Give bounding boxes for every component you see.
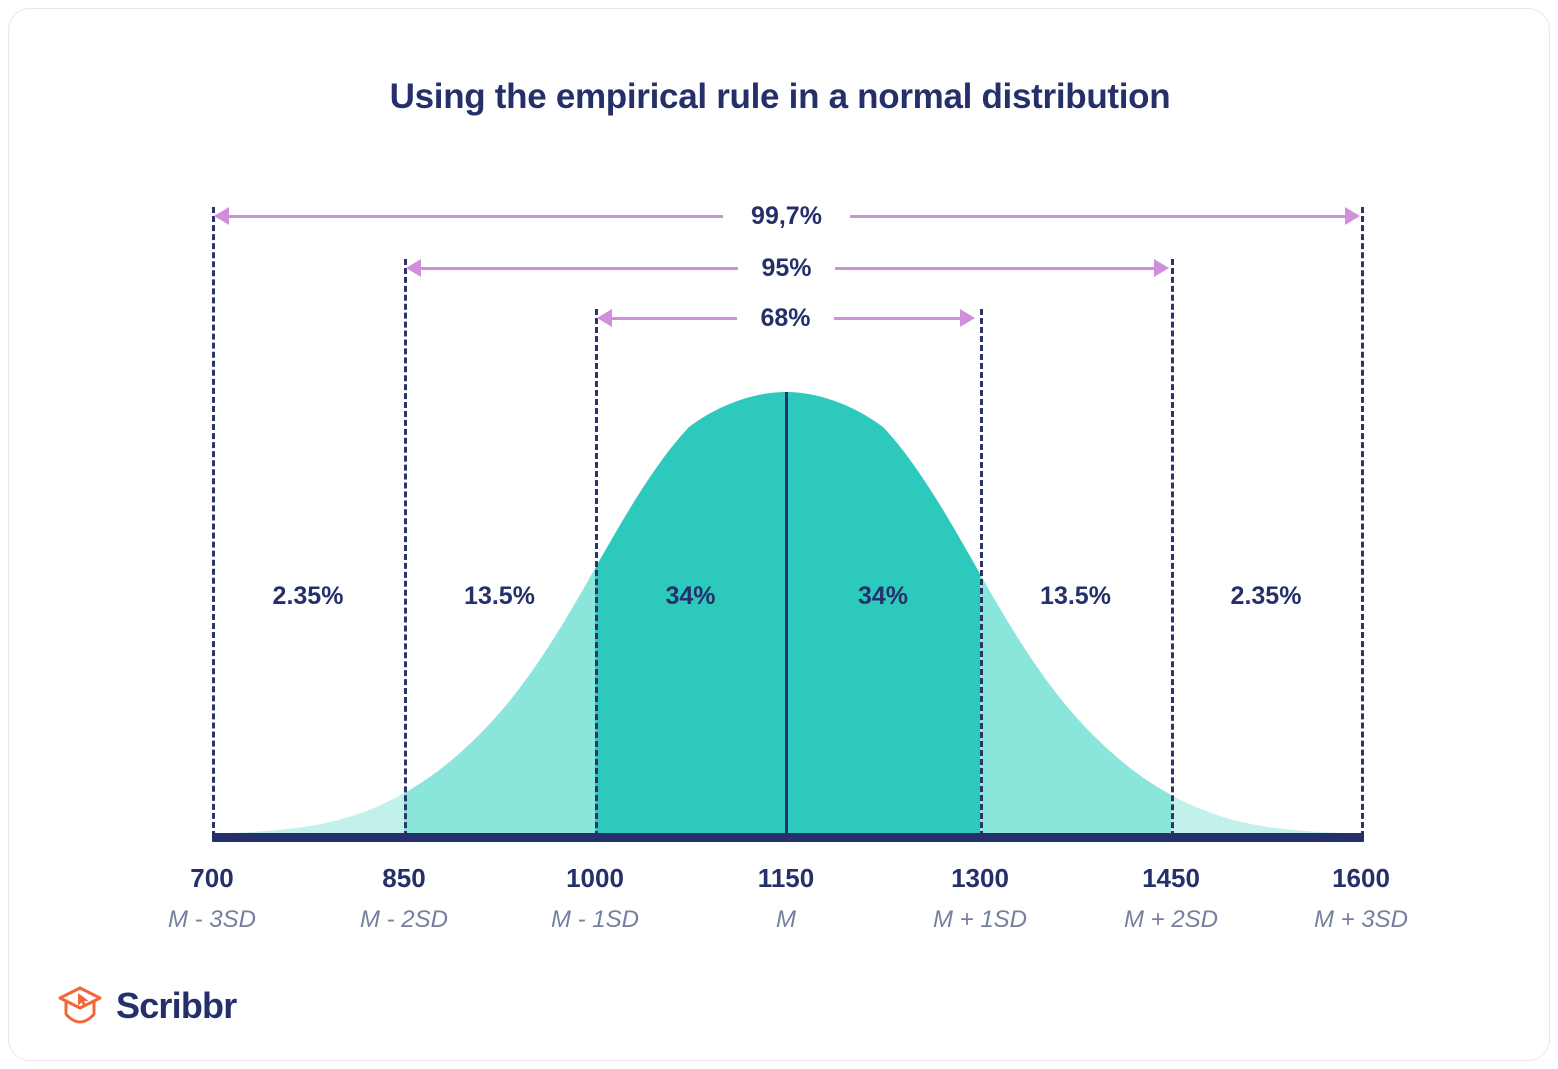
- region-label-minus2-minus1: 13.5%: [464, 582, 535, 610]
- arrow-head-right-95: [1154, 259, 1169, 277]
- x-tick-minus-2sd: 850 M - 2SD: [304, 861, 504, 937]
- mean-line: [785, 392, 788, 837]
- arrow-head-left-95: [406, 259, 421, 277]
- graduation-cap-icon: [58, 986, 102, 1024]
- bracket-label-95: 95%: [761, 254, 812, 282]
- arrow-head-right-68: [960, 309, 975, 327]
- x-tick-minus-1sd: 1000 M - 1SD: [495, 861, 695, 937]
- x-tick-value: 1450: [1142, 863, 1200, 893]
- arrow-line-left-997: [228, 215, 723, 218]
- normal-distribution-plot: 99,7% 95% 68% 2.35% 13.: [9, 9, 1549, 1060]
- x-tick-sd-label: M - 3SD: [167, 906, 256, 933]
- region-label-mean-plus1: 34%: [857, 582, 909, 610]
- x-tick-sd-label: M - 1SD: [550, 906, 639, 933]
- x-tick-plus-1sd: 1300 M + 1SD: [880, 861, 1080, 937]
- guide-line-plus-2sd: [1171, 259, 1174, 837]
- guide-line-minus-1sd: [595, 309, 598, 837]
- x-tick-sd-label: M + 1SD: [932, 906, 1028, 933]
- arrow-line-left-95: [420, 267, 738, 270]
- page-title: Using the empirical rule in a normal dis…: [389, 77, 1171, 116]
- region-label-plus2-plus3: 2.35%: [1230, 582, 1302, 610]
- x-tick-value: 1600: [1332, 863, 1390, 893]
- arrow-head-right-997: [1345, 207, 1360, 225]
- guide-line-minus-2sd: [404, 259, 407, 837]
- x-tick-value: 1300: [951, 863, 1009, 893]
- arrow-line-right-997: [850, 215, 1345, 218]
- bracket-label-68: 68%: [760, 304, 811, 332]
- chart-card: Using the empirical rule in a normal dis…: [8, 8, 1550, 1061]
- x-tick-sd-label: M + 2SD: [1123, 906, 1219, 933]
- x-axis-line: [212, 833, 1364, 842]
- region-label-minus3-minus2: 2.35%: [272, 582, 344, 610]
- bracket-95: 95%: [9, 253, 1549, 283]
- scribbr-logo: Scribbr: [57, 984, 237, 1028]
- arrow-line-right-68: [834, 317, 960, 320]
- bracket-label-997: 99,7%: [751, 202, 822, 230]
- guide-line-plus-1sd: [980, 309, 983, 837]
- brand-name: Scribbr: [116, 985, 237, 1026]
- arrow-head-left-997: [214, 207, 229, 225]
- x-tick-sd-label: M - 2SD: [359, 906, 448, 933]
- x-tick-value: 700: [190, 863, 234, 893]
- x-tick-plus-3sd: 1600 M + 3SD: [1261, 861, 1461, 937]
- x-tick-minus-3sd: 700 M - 3SD: [112, 861, 312, 937]
- guide-line-minus-3sd: [212, 207, 215, 837]
- x-tick-value: 850: [382, 863, 426, 893]
- guide-line-plus-3sd: [1361, 207, 1364, 837]
- x-tick-sd-label: M: [776, 906, 796, 933]
- bracket-68: 68%: [9, 303, 1549, 333]
- arrow-line-left-68: [611, 317, 737, 320]
- region-label-minus1-mean: 34%: [665, 582, 716, 610]
- x-tick-value: 1000: [566, 863, 624, 893]
- region-label-plus1-plus2: 13.5%: [1040, 582, 1111, 610]
- arrow-line-right-95: [835, 267, 1154, 270]
- x-tick-sd-label: M + 3SD: [1313, 906, 1409, 933]
- bracket-997: 99,7%: [9, 201, 1549, 231]
- x-tick-mean: 1150 M: [686, 861, 886, 937]
- x-tick-plus-2sd: 1450 M + 2SD: [1071, 861, 1271, 937]
- arrow-head-left-68: [597, 309, 612, 327]
- x-tick-value: 1150: [757, 863, 815, 893]
